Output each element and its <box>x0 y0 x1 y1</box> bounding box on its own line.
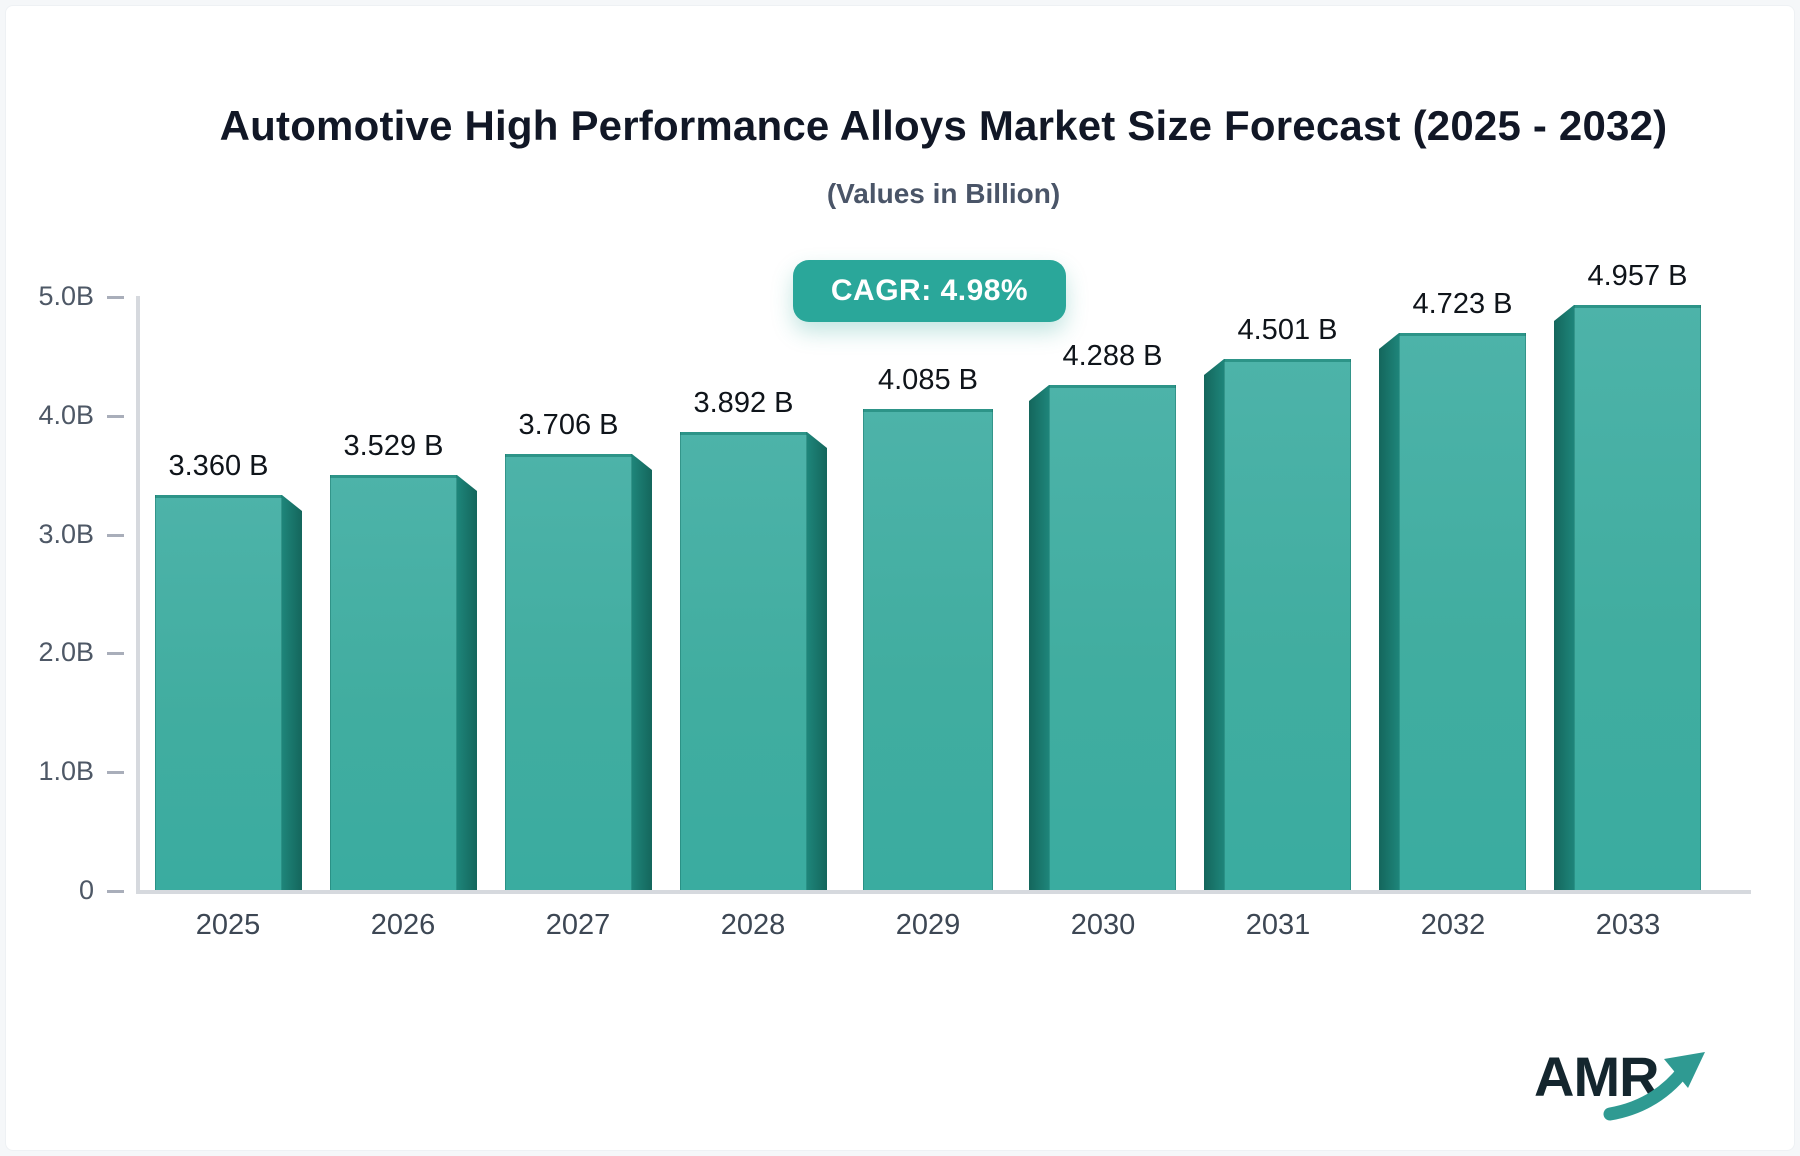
cagr-badge-label: CAGR: 4.98% <box>830 274 1029 307</box>
bar-side-face <box>1379 333 1399 894</box>
bar-value-label: 3.706 B <box>518 409 619 441</box>
y-axis-tick-label: 0 <box>78 875 94 905</box>
bar-side-face <box>807 432 827 894</box>
y-axis-tick <box>107 296 124 299</box>
x-axis-label-2027: 2027 <box>545 909 611 941</box>
x-axis-line <box>136 890 1751 894</box>
chart-subtitle: (Values in Billion) <box>826 178 1061 209</box>
bar-front-face <box>330 475 457 894</box>
bar-front-face <box>680 432 807 894</box>
bar-side-face <box>1204 359 1224 894</box>
x-axis-label-2029: 2029 <box>895 909 961 941</box>
bar-front-face <box>1049 385 1176 894</box>
bar-value-label: 4.288 B <box>1062 340 1163 372</box>
chart-card: Automotive High Performance Alloys Marke… <box>5 5 1795 1151</box>
bar-value-label: 4.723 B <box>1412 288 1513 320</box>
bar-front-face <box>1399 333 1526 894</box>
bar-front-face <box>155 495 282 894</box>
y-axis-tick-label: 3.0B <box>38 518 94 549</box>
bar-value-label: 3.529 B <box>343 430 444 462</box>
y-axis-tick-label: 4.0B <box>38 399 94 430</box>
bar-side-face <box>457 475 477 894</box>
brand-logo: AMR <box>1534 1044 1724 1128</box>
bar-side-face <box>282 495 302 894</box>
x-axis-label-2033: 2033 <box>1595 909 1661 941</box>
y-axis-line <box>136 296 140 894</box>
bar-value-label: 4.501 B <box>1237 314 1338 346</box>
y-axis-tick <box>107 890 124 893</box>
x-axis-label-2028: 2028 <box>720 909 786 941</box>
bar-side-face <box>1554 305 1574 894</box>
brand-logo-text: AMR <box>1534 1045 1660 1108</box>
growth-arrow-icon <box>1603 1052 1705 1121</box>
x-axis-label-2025: 2025 <box>195 909 261 941</box>
bar-front-face <box>505 454 632 894</box>
x-axis-label-2026: 2026 <box>370 909 436 941</box>
bar-value-label: 3.360 B <box>168 450 269 482</box>
bar-front-face <box>863 409 993 894</box>
bar-front-face <box>1574 305 1701 894</box>
bar-side-face <box>1029 385 1049 894</box>
x-axis-label-2030: 2030 <box>1070 909 1136 941</box>
x-axis-label-2031: 2031 <box>1245 909 1311 941</box>
bar-value-label: 4.085 B <box>878 364 978 396</box>
bar-front-face <box>1224 359 1351 894</box>
y-axis-tick-label: 2.0B <box>38 637 94 668</box>
cagr-badge: CAGR: 4.98% <box>793 260 1066 322</box>
y-axis-tick <box>107 414 124 418</box>
y-axis-tick <box>107 771 124 775</box>
y-axis-tick <box>107 652 124 656</box>
y-axis-tick-label: 5.0B <box>38 281 94 311</box>
bar-value-label: 4.957 B <box>1587 260 1688 292</box>
y-axis-tick <box>107 533 124 537</box>
chart-title: Automotive High Performance Alloys Marke… <box>219 102 1668 149</box>
x-axis-label-2032: 2032 <box>1420 909 1486 941</box>
bar-value-label: 3.892 B <box>693 387 794 419</box>
y-axis-tick-label: 1.0B <box>38 756 94 787</box>
bar-side-face <box>632 454 652 894</box>
